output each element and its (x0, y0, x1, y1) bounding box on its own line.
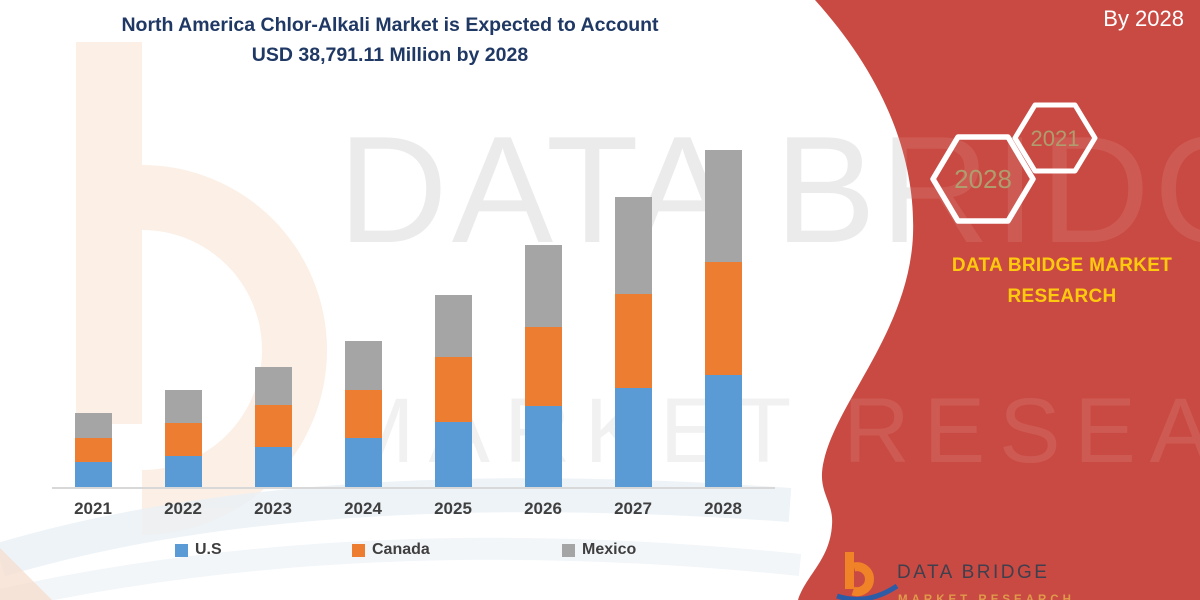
bar-2027-canada (614, 293, 652, 389)
hexagon-2028-year: 2028 (954, 164, 1012, 194)
x-label-2022: 2022 (164, 499, 202, 518)
bar-2022-canada (164, 422, 202, 457)
x-label-2023: 2023 (254, 499, 292, 518)
year-hexagons: 2028 2021 (930, 102, 1098, 224)
corner-peach-triangle (0, 548, 52, 600)
bar-2028-canada (704, 262, 742, 375)
bar-2026-mexico (524, 244, 562, 327)
footer-logo-subtitle: MARKET RESEARCH (898, 594, 1075, 600)
hexagon-2021 (1012, 102, 1098, 174)
canada-legend-label: Canada (372, 541, 430, 558)
footer-logo: DATA BRIDGE MARKET RESEARCH (836, 552, 1075, 600)
footer-logo-name: DATA BRIDGE (897, 562, 1049, 583)
page-title: North America Chlor-Alkali Market is Exp… (40, 10, 740, 70)
bar-2021-us (74, 462, 112, 487)
legend-item-mexico: Mexico (562, 541, 637, 558)
bar-2023-mexico (254, 366, 292, 406)
brand-line-2: RESEARCH (1007, 286, 1117, 307)
bar-2021-mexico (74, 413, 112, 439)
bar-2024-us (344, 438, 382, 487)
x-axis-line (52, 487, 775, 489)
bar-2027-us (614, 388, 652, 487)
bar-2023-us (254, 446, 292, 487)
bar-2028-mexico (704, 149, 742, 263)
databridge-logo-icon (836, 552, 899, 600)
bar-2021-canada (74, 438, 112, 463)
title-line-2: USD 38,791.11 Million by 2028 (251, 44, 529, 66)
hexagon-2028 (930, 134, 1036, 224)
bar-2026-canada (524, 327, 562, 406)
red-swoosh-shape (798, 0, 1200, 600)
title-line-1: North America Chlor-Alkali Market is Exp… (121, 14, 659, 36)
legend-item-us: U.S (175, 541, 222, 558)
swoosh-light-1 (0, 478, 792, 577)
x-label-2024: 2024 (344, 499, 382, 518)
x-label-2026: 2026 (524, 499, 562, 518)
bar-2026-us (524, 406, 562, 487)
x-label-2028: 2028 (704, 499, 742, 518)
brand-line-1: DATA BRIDGE MARKET (951, 255, 1173, 276)
swoosh-light-2 (0, 537, 802, 600)
legend-item-canada: Canada (352, 541, 430, 558)
watermark-marketresearch-on-red: MARKET RESEARCH (338, 380, 1200, 482)
bar-2025-us (434, 422, 472, 487)
bar-2025-mexico (434, 294, 472, 358)
mexico-legend-label: Mexico (582, 541, 637, 558)
bar-2028-us (704, 374, 742, 487)
bar-2022-mexico (164, 390, 202, 423)
us-legend-swatch (175, 543, 188, 557)
bar-2025-canada (434, 357, 472, 423)
canada-legend-swatch (352, 543, 365, 557)
x-label-2027: 2027 (614, 499, 652, 518)
mexico-legend-swatch (562, 543, 575, 557)
hexagon-2021-year: 2021 (1031, 126, 1080, 151)
bar-2024-mexico (344, 341, 382, 390)
by-2028-label: By 2028 (1103, 6, 1184, 31)
x-label-2025: 2025 (434, 499, 472, 518)
bar-2022-us (164, 456, 202, 487)
bar-2027-mexico (614, 197, 652, 294)
brand-panel: DATA BRIDGE MARKET RESEARCH (928, 250, 1196, 312)
bar-2023-canada (254, 405, 292, 447)
bar-2024-canada (344, 389, 382, 439)
us-legend-label: U.S (195, 541, 222, 558)
x-label-2021: 2021 (74, 499, 112, 518)
